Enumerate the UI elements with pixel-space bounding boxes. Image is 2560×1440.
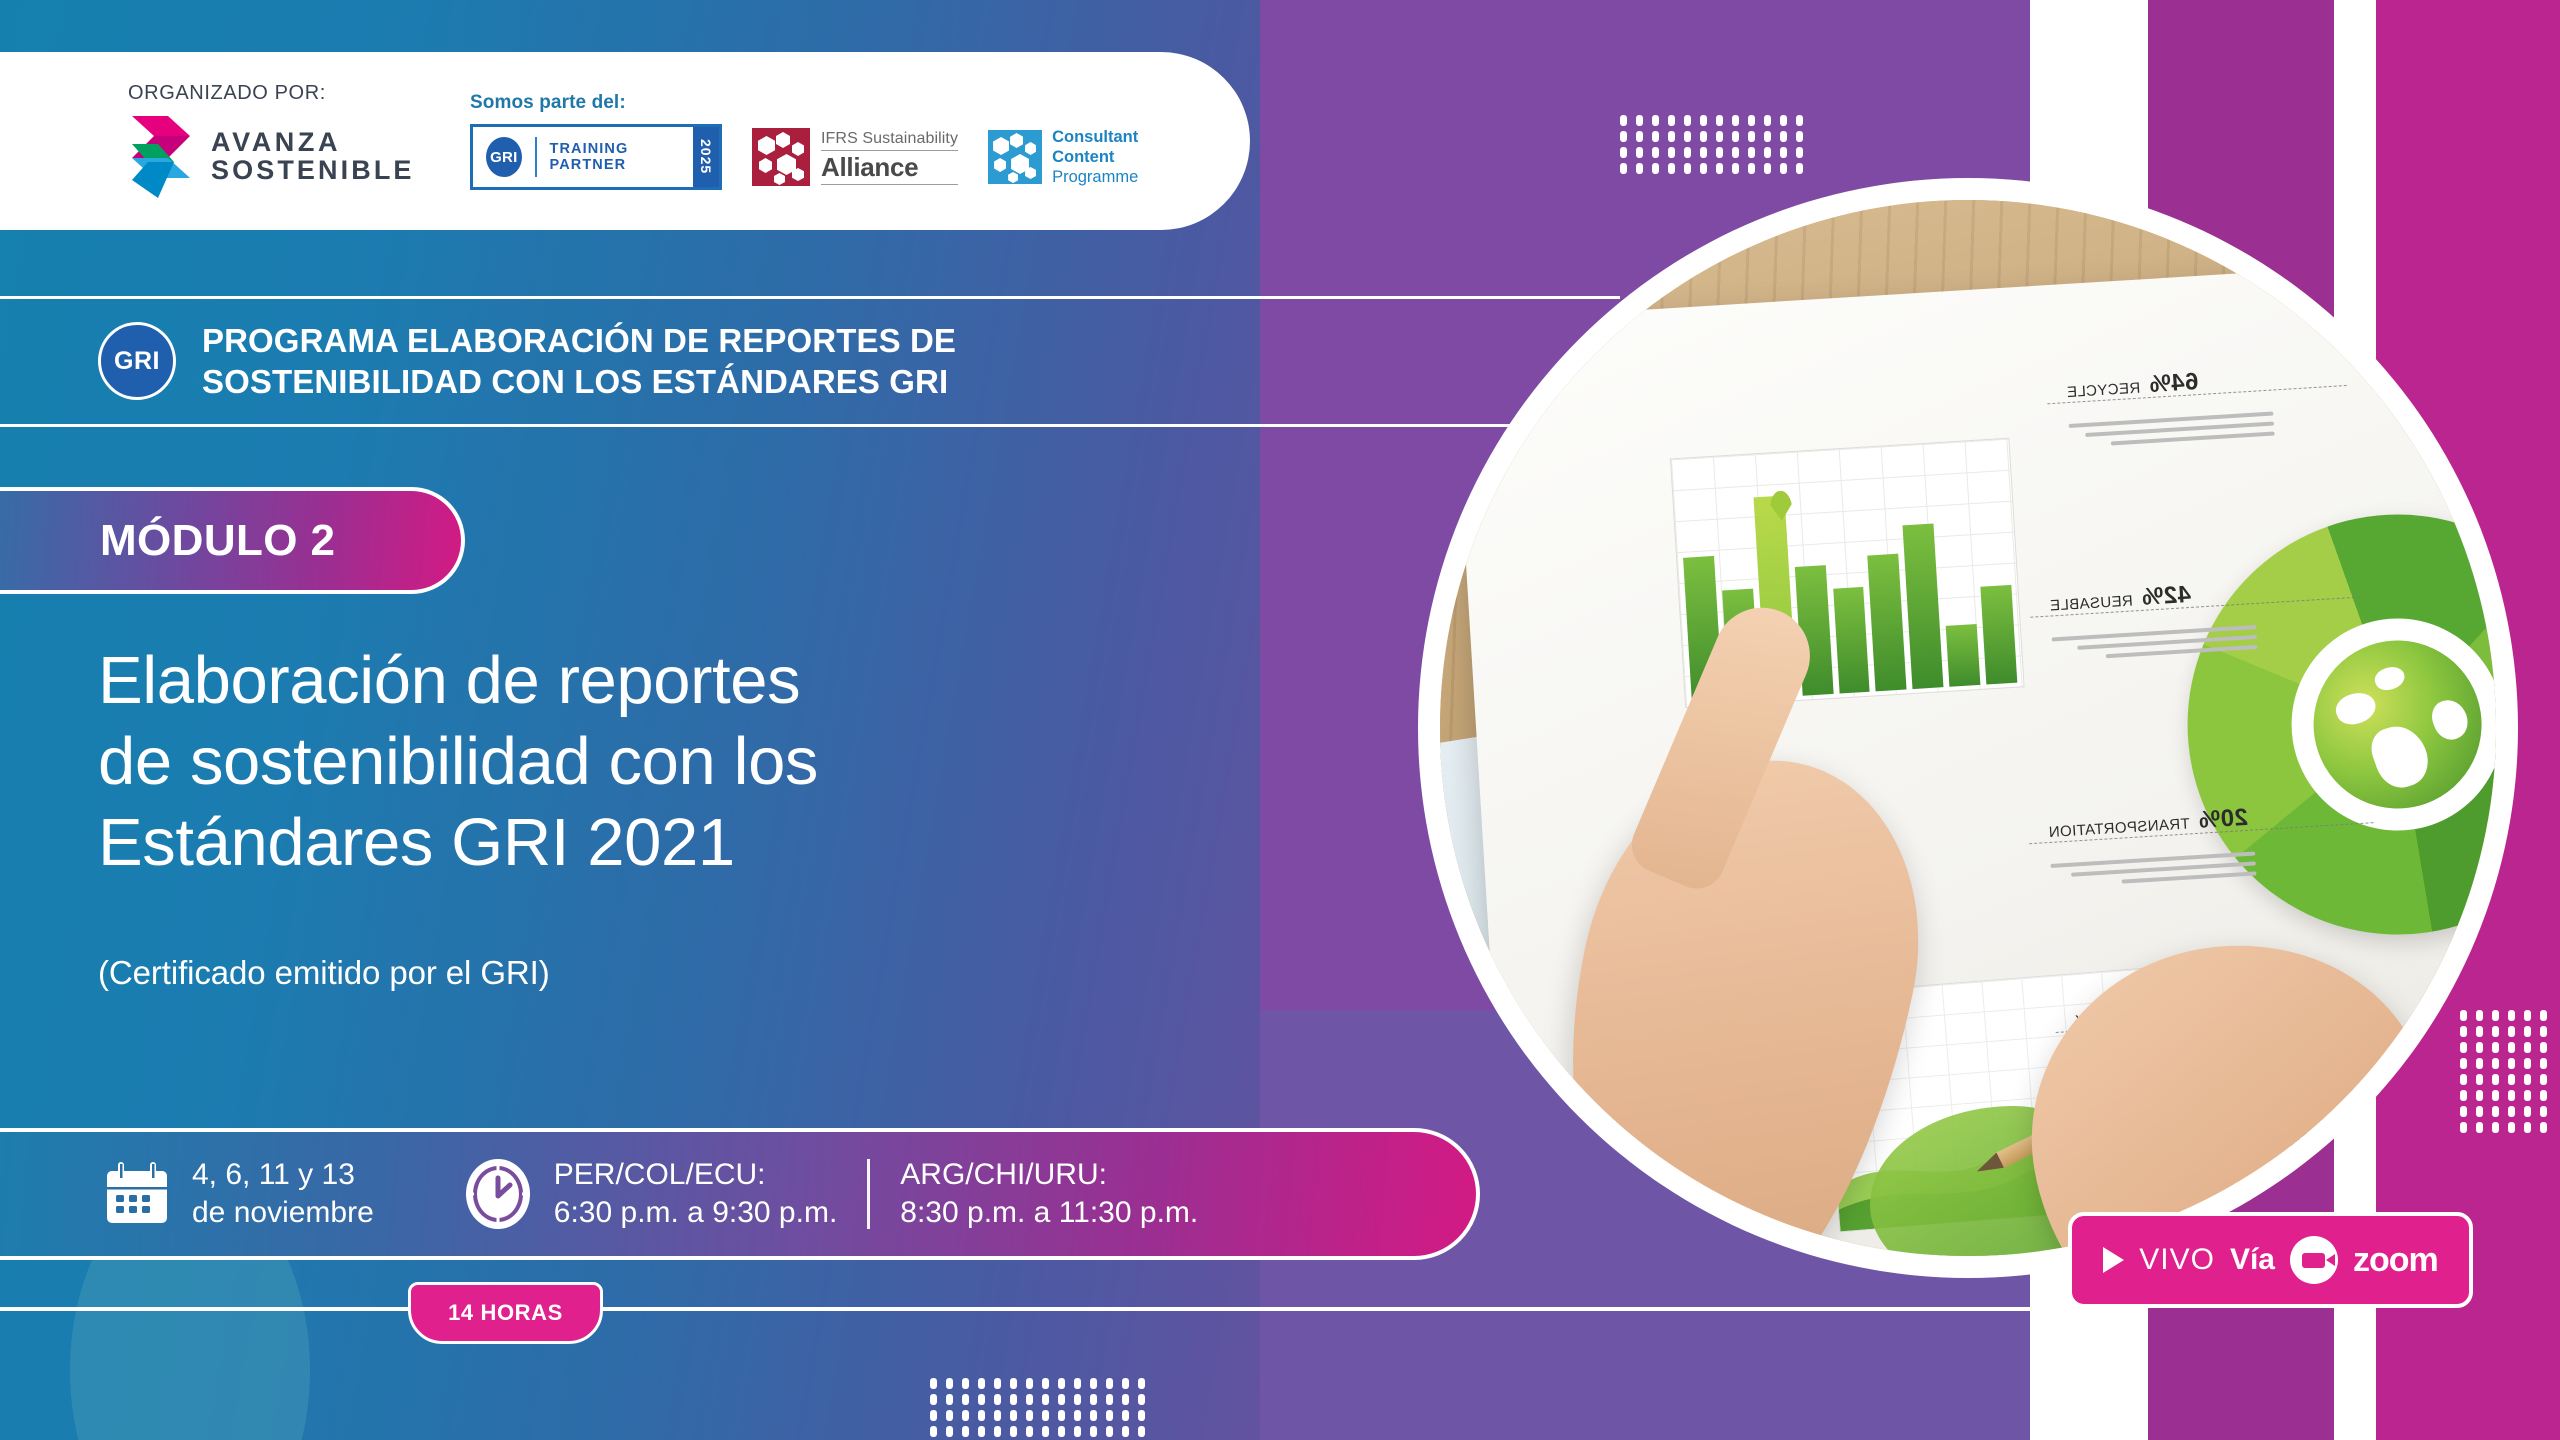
main-title-line1: Elaboración de reportes <box>98 643 801 718</box>
program-rule-top <box>0 296 1620 299</box>
module-badge: MÓDULO 2 <box>0 487 465 594</box>
ifrs-hex-mark-icon <box>752 128 810 186</box>
dates-line1: 4, 6, 11 y 13 <box>192 1158 355 1192</box>
dates-block: 4, 6, 11 y 13 de noviembre <box>104 1156 374 1232</box>
calendar-icon <box>104 1162 170 1226</box>
gri-training-partner-badge: GRI TRAINING PARTNER 2025 <box>470 124 722 190</box>
avanza-wordmark: AVANZA SOSTENIBLE <box>211 127 415 185</box>
video-camera-icon <box>2289 1236 2338 1284</box>
program-title: PROGRAMA ELABORACIÓN DE REPORTES DE SOST… <box>202 320 956 403</box>
timezone-1-text: PER/COL/ECU: 6:30 p.m. a 9:30 p.m. <box>554 1156 838 1232</box>
photo-sustainability-report: 64% RECYCLE 42% REUSABLE 20% TRANSPORTAT… <box>1440 200 2496 1256</box>
main-title: Elaboración de reportes de sostenibilida… <box>98 640 1278 883</box>
partner-logo-row: GRI TRAINING PARTNER 2025 <box>470 124 1138 190</box>
live-label: VIVO <box>2139 1243 2215 1276</box>
gri-badge-label: TRAINING PARTNER <box>549 141 629 173</box>
consultant-hex-mark-icon <box>988 130 1043 184</box>
dates-line2: de noviembre <box>192 1196 374 1229</box>
avanza-name-line2: SOSTENIBLE <box>211 155 415 185</box>
program-title-line2: SOSTENIBILIDAD CON LOS ESTÁNDARES GRI <box>202 363 949 401</box>
main-title-line3: Estándares GRI 2021 <box>98 805 735 881</box>
consultant-line3: Programme <box>1052 168 1139 187</box>
info-divider-line <box>0 1307 2080 1311</box>
timezone-2-text: ARG/CHI/URU: 8:30 p.m. a 11:30 p.m. <box>900 1156 1198 1232</box>
consultant-line1: Consultant <box>1052 127 1139 146</box>
module-badge-label: MÓDULO 2 <box>100 515 336 565</box>
timezone-block: PER/COL/ECU: 6:30 p.m. a 9:30 p.m. <box>464 1156 838 1232</box>
ifrs-line2: Alliance <box>821 152 959 185</box>
timezone-1-time: 6:30 p.m. a 9:30 p.m. <box>553 1196 838 1229</box>
live-zoom-badge[interactable]: VIVO Vía zoom <box>2068 1212 2473 1308</box>
play-icon <box>2103 1247 2125 1273</box>
schedule-bar: 4, 6, 11 y 13 de noviembre PER/CO <box>0 1128 1480 1260</box>
consultant-content-programme-logo: Consultant Content Programme <box>988 127 1138 187</box>
via-label: Vía <box>2229 1243 2275 1276</box>
main-subtitle: (Certificado emitido por el GRI) <box>98 954 550 991</box>
program-title-line1: PROGRAMA ELABORACIÓN DE REPORTES DE <box>202 322 956 359</box>
timezone-2-label: ARG/CHI/URU: <box>900 1158 1107 1192</box>
zoom-platform-label: zoom <box>2352 1240 2439 1279</box>
avanza-mark-icon <box>128 114 194 200</box>
organizer-kicker: ORGANIZADO POR: <box>128 82 326 104</box>
ifrs-line1: IFRS Sustainability <box>821 130 959 151</box>
gri-circle-icon: GRI <box>98 322 176 401</box>
program-band: GRI PROGRAMA ELABORACIÓN DE REPORTES DE … <box>98 320 956 403</box>
partners-block: Somos parte del: GRI TRAINING PARTNER 20… <box>470 92 1138 190</box>
main-title-line2: de sostenibilidad con los <box>98 724 819 800</box>
photo-circle-frame: 64% RECYCLE 42% REUSABLE 20% TRANSPORTAT… <box>1418 178 2518 1278</box>
header-panel: ORGANIZADO POR: AVANZA SOSTENIBLE <box>0 52 1250 230</box>
timezone-2-time: 8:30 p.m. a 11:30 p.m. <box>900 1196 1199 1229</box>
gri-mark-icon: GRI <box>486 137 522 177</box>
timezone-divider <box>867 1159 871 1229</box>
paper-donut-chart <box>2129 456 2496 993</box>
partners-kicker: Somos parte del: <box>470 92 626 113</box>
clock-icon <box>464 1158 532 1230</box>
hours-badge: 14 HORAS <box>408 1282 603 1344</box>
program-rule-bottom <box>0 424 1620 427</box>
timezone-1-label: PER/COL/ECU: <box>553 1158 766 1192</box>
ifrs-alliance-logo: IFRS Sustainability Alliance <box>752 128 959 186</box>
avanza-name-line1: AVANZA <box>211 127 342 158</box>
globe-icon <box>2290 617 2496 832</box>
timezone-block-2: ARG/CHI/URU: 8:30 p.m. a 11:30 p.m. <box>900 1156 1198 1232</box>
consultant-line2: Content <box>1052 147 1115 166</box>
dates-text: 4, 6, 11 y 13 de noviembre <box>192 1156 374 1232</box>
avanza-logo: AVANZA SOSTENIBLE <box>128 114 428 200</box>
organizer-block: ORGANIZADO POR: AVANZA SOSTENIBLE <box>128 82 428 200</box>
gri-badge-year: 2025 <box>693 127 719 187</box>
divider <box>534 137 537 177</box>
